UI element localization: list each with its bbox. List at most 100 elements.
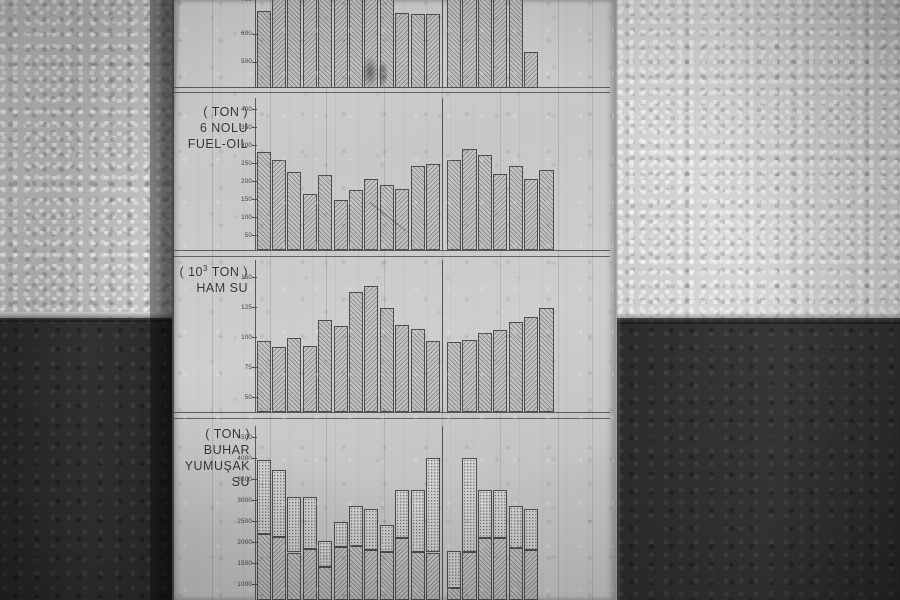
bar-segment-upper xyxy=(425,457,441,553)
y-tick-label: 75 xyxy=(244,364,252,371)
bar xyxy=(524,178,539,250)
bar xyxy=(508,321,523,412)
bar xyxy=(302,0,317,88)
bar xyxy=(256,152,271,250)
bar-segment-upper xyxy=(410,490,425,552)
y-tick-mark xyxy=(252,563,257,564)
panel-label-fuel-oil: ( TON ) 6 NOLU FUEL-OIL xyxy=(176,104,248,152)
x-axis-line xyxy=(174,250,610,252)
panel-label-line: ( 103 TON ) xyxy=(174,264,248,280)
y-tick-label: 200 xyxy=(241,178,252,185)
y-tick-label: 400 xyxy=(241,106,252,113)
y-tick-mark xyxy=(252,62,257,63)
bar-segment-lower xyxy=(348,545,364,600)
bar xyxy=(256,340,271,412)
board-guide-line xyxy=(384,0,385,600)
bar xyxy=(477,154,492,250)
panel-label-line: BUHAR xyxy=(203,443,250,457)
bar xyxy=(493,174,508,250)
y-tick-label: 350 xyxy=(241,124,252,131)
y-tick-label: 1500 xyxy=(237,560,252,567)
panel-top-cropped: 700 600 500 xyxy=(174,0,614,92)
group-divider xyxy=(442,426,444,600)
bar-group-buhar xyxy=(174,418,610,600)
panel-label-ham-su: ( 103 TON ) HAM SU xyxy=(174,264,248,296)
bar-segment-lower xyxy=(333,547,348,600)
board-guide-line xyxy=(270,0,271,600)
bar-segment-upper xyxy=(508,506,523,549)
bar xyxy=(425,340,441,412)
bar xyxy=(271,347,287,412)
bar-segment-lower xyxy=(318,567,333,600)
bar xyxy=(348,292,364,412)
y-tick-mark xyxy=(252,542,257,543)
bar-group-fuel-oil xyxy=(174,92,610,250)
y-tick-mark xyxy=(252,307,257,308)
bar-segment-upper xyxy=(287,497,302,553)
bar xyxy=(477,0,492,88)
bar xyxy=(425,163,441,250)
y-tick-label: 2000 xyxy=(237,539,252,546)
panel-label-line: 6 NOLU xyxy=(199,121,248,135)
bar xyxy=(348,189,364,250)
bar-segment-upper xyxy=(447,551,462,589)
bar xyxy=(333,325,348,412)
bar-segment-lower xyxy=(477,537,492,600)
bar xyxy=(539,307,554,412)
panel-label-line: YUMUŞAK xyxy=(184,459,250,473)
y-tick-mark xyxy=(252,163,257,164)
group-divider xyxy=(442,0,444,88)
bar-segment-lower xyxy=(364,550,379,600)
bar xyxy=(395,189,410,250)
bar xyxy=(379,307,394,412)
wall-upper-left xyxy=(0,0,172,325)
bar xyxy=(462,148,477,250)
y-tick-label: 300 xyxy=(241,142,252,149)
y-tick-mark xyxy=(252,479,257,480)
y-tick-label: 1000 xyxy=(237,581,252,588)
bar-segment-upper xyxy=(364,509,379,551)
y-tick-label: 4000 xyxy=(237,455,252,462)
bar xyxy=(287,0,302,88)
y-tick-mark xyxy=(252,521,257,522)
bar xyxy=(395,13,410,88)
y-tick-label: 2500 xyxy=(237,518,252,525)
bar xyxy=(447,341,462,412)
bar xyxy=(318,0,333,88)
unit-suffix: TON ) xyxy=(207,265,248,280)
y-axis-line xyxy=(255,426,257,600)
board-guide-line xyxy=(558,0,559,600)
x-axis-line xyxy=(174,412,610,414)
wall-lower-left xyxy=(0,318,172,600)
panel-label-line: FUEL-OIL xyxy=(187,137,248,151)
bar xyxy=(271,159,287,250)
y-tick-mark xyxy=(252,109,257,110)
y-tick-mark xyxy=(252,397,257,398)
board-guide-line xyxy=(592,0,593,600)
bar-segment-lower xyxy=(493,537,508,600)
paint-edge-right xyxy=(617,312,900,324)
board-guide-line xyxy=(212,0,213,600)
bar xyxy=(539,169,554,250)
bar xyxy=(318,319,333,412)
bar xyxy=(477,333,492,412)
y-tick-label: 100 xyxy=(241,214,252,221)
y-tick-mark xyxy=(252,235,257,236)
bar xyxy=(256,11,271,88)
photo-smudge xyxy=(378,60,388,88)
y-tick-mark xyxy=(252,34,257,35)
bar-segment-lower xyxy=(524,550,539,600)
bar xyxy=(493,0,508,88)
bar xyxy=(462,0,477,88)
bar-segment-upper xyxy=(493,490,508,538)
group-divider xyxy=(442,260,444,412)
bar xyxy=(333,200,348,250)
bar xyxy=(318,174,333,250)
y-tick-label: 4500 xyxy=(237,434,252,441)
bar xyxy=(271,0,287,88)
bar xyxy=(524,52,539,88)
bar xyxy=(348,0,364,88)
bar xyxy=(508,166,523,250)
wall-seam-left xyxy=(150,0,174,600)
